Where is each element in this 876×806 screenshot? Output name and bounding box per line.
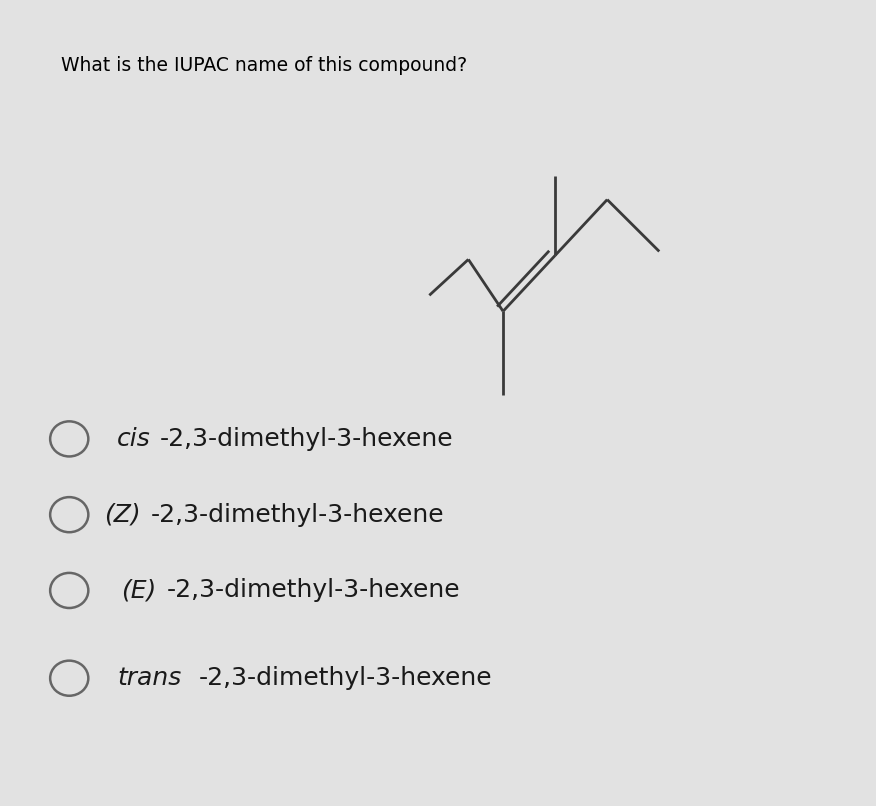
Text: -2,3-dimethyl-3-hexene: -2,3-dimethyl-3-hexene	[160, 427, 454, 451]
Text: What is the IUPAC name of this compound?: What is the IUPAC name of this compound?	[60, 56, 467, 75]
Text: -2,3-dimethyl-3-hexene: -2,3-dimethyl-3-hexene	[166, 579, 460, 602]
Text: trans: trans	[117, 667, 181, 690]
Text: (Z): (Z)	[104, 503, 140, 526]
Text: -2,3-dimethyl-3-hexene: -2,3-dimethyl-3-hexene	[199, 667, 492, 690]
Text: (E): (E)	[121, 579, 157, 602]
Text: -2,3-dimethyl-3-hexene: -2,3-dimethyl-3-hexene	[151, 503, 444, 526]
Text: cis: cis	[117, 427, 151, 451]
